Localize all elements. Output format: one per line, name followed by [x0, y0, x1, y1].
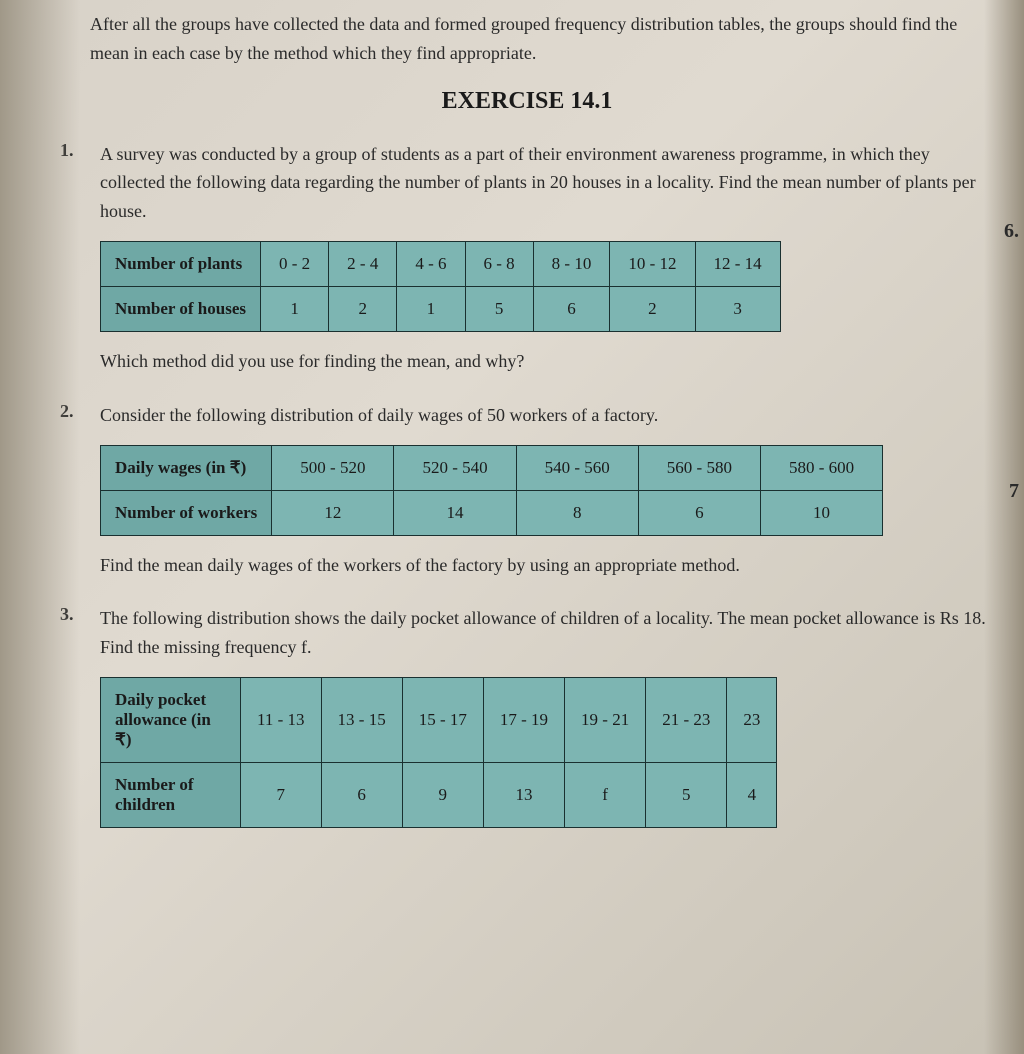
- table-header-cell: Daily wages (in ₹): [101, 445, 272, 490]
- table-cell: 560 - 580: [638, 445, 760, 490]
- table-cell: 13 - 15: [321, 677, 402, 762]
- margin-number-6: 6.: [1004, 220, 1019, 243]
- table-header-cell: Number of houses: [101, 286, 261, 331]
- table-cell: 12: [272, 490, 394, 535]
- table-cell: 5: [465, 286, 533, 331]
- table-cell: 13: [483, 762, 564, 827]
- question-3: 3. The following distribution shows the …: [60, 604, 994, 828]
- table-header-cell: Number of workers: [101, 490, 272, 535]
- table-cell: 17 - 19: [483, 677, 564, 762]
- table-cell: 1: [260, 286, 328, 331]
- table-cell: 10: [760, 490, 882, 535]
- table-cell: 6 - 8: [465, 241, 533, 286]
- table-row: Daily wages (in ₹) 500 - 520 520 - 540 5…: [101, 445, 883, 490]
- table-cell: 21 - 23: [646, 677, 727, 762]
- table-header-cell: Daily pocket allowance (in ₹): [101, 677, 241, 762]
- table-cell: 520 - 540: [394, 445, 516, 490]
- question-3-table: Daily pocket allowance (in ₹) 11 - 13 13…: [100, 677, 777, 828]
- table-cell: 2: [610, 286, 695, 331]
- question-3-text: The following distribution shows the dai…: [100, 604, 994, 662]
- question-3-number: 3.: [60, 604, 85, 662]
- question-2-number: 2.: [60, 401, 85, 430]
- table-cell: 5: [646, 762, 727, 827]
- question-2-text: Consider the following distribution of d…: [100, 401, 994, 430]
- question-2-follow: Find the mean daily wages of the workers…: [100, 551, 994, 580]
- table-row: Number of plants 0 - 2 2 - 4 4 - 6 6 - 8…: [101, 241, 781, 286]
- table-cell: 8 - 10: [533, 241, 610, 286]
- table-cell: 0 - 2: [260, 241, 328, 286]
- margin-number-7: 7: [1009, 480, 1019, 503]
- table-cell: 580 - 600: [760, 445, 882, 490]
- table-cell: 7: [241, 762, 322, 827]
- table-cell: 1: [397, 286, 465, 331]
- table-row: Number of workers 12 14 8 6 10: [101, 490, 883, 535]
- question-1-table: Number of plants 0 - 2 2 - 4 4 - 6 6 - 8…: [100, 241, 781, 332]
- table-cell: 4 - 6: [397, 241, 465, 286]
- table-cell: 9: [402, 762, 483, 827]
- exercise-title: EXERCISE 14.1: [60, 88, 994, 115]
- table-cell: 2: [329, 286, 397, 331]
- question-1-number: 1.: [60, 140, 85, 226]
- table-cell: 10 - 12: [610, 241, 695, 286]
- table-cell: 540 - 560: [516, 445, 638, 490]
- table-row: Number of houses 1 2 1 5 6 2 3: [101, 286, 781, 331]
- question-2: 2. Consider the following distribution o…: [60, 401, 994, 580]
- table-cell: 14: [394, 490, 516, 535]
- table-row: Daily pocket allowance (in ₹) 11 - 13 13…: [101, 677, 777, 762]
- question-1-follow: Which method did you use for finding the…: [100, 347, 994, 376]
- table-header-cell: Number of children: [101, 762, 241, 827]
- table-cell: 6: [321, 762, 402, 827]
- table-cell: 15 - 17: [402, 677, 483, 762]
- table-cell: 500 - 520: [272, 445, 394, 490]
- question-1-text: A survey was conducted by a group of stu…: [100, 140, 994, 226]
- table-cell: 4: [727, 762, 777, 827]
- table-cell: 19 - 21: [565, 677, 646, 762]
- table-cell: 23: [727, 677, 777, 762]
- question-1: 1. A survey was conducted by a group of …: [60, 140, 994, 376]
- table-cell: 8: [516, 490, 638, 535]
- question-2-table: Daily wages (in ₹) 500 - 520 520 - 540 5…: [100, 445, 883, 536]
- table-header-cell: Number of plants: [101, 241, 261, 286]
- table-cell: 2 - 4: [329, 241, 397, 286]
- table-row: Number of children 7 6 9 13 f 5 4: [101, 762, 777, 827]
- intro-paragraph: After all the groups have collected the …: [60, 10, 994, 68]
- table-cell: 11 - 13: [241, 677, 322, 762]
- table-cell: 12 - 14: [695, 241, 780, 286]
- table-cell: 6: [638, 490, 760, 535]
- table-cell: f: [565, 762, 646, 827]
- table-cell: 3: [695, 286, 780, 331]
- table-cell: 6: [533, 286, 610, 331]
